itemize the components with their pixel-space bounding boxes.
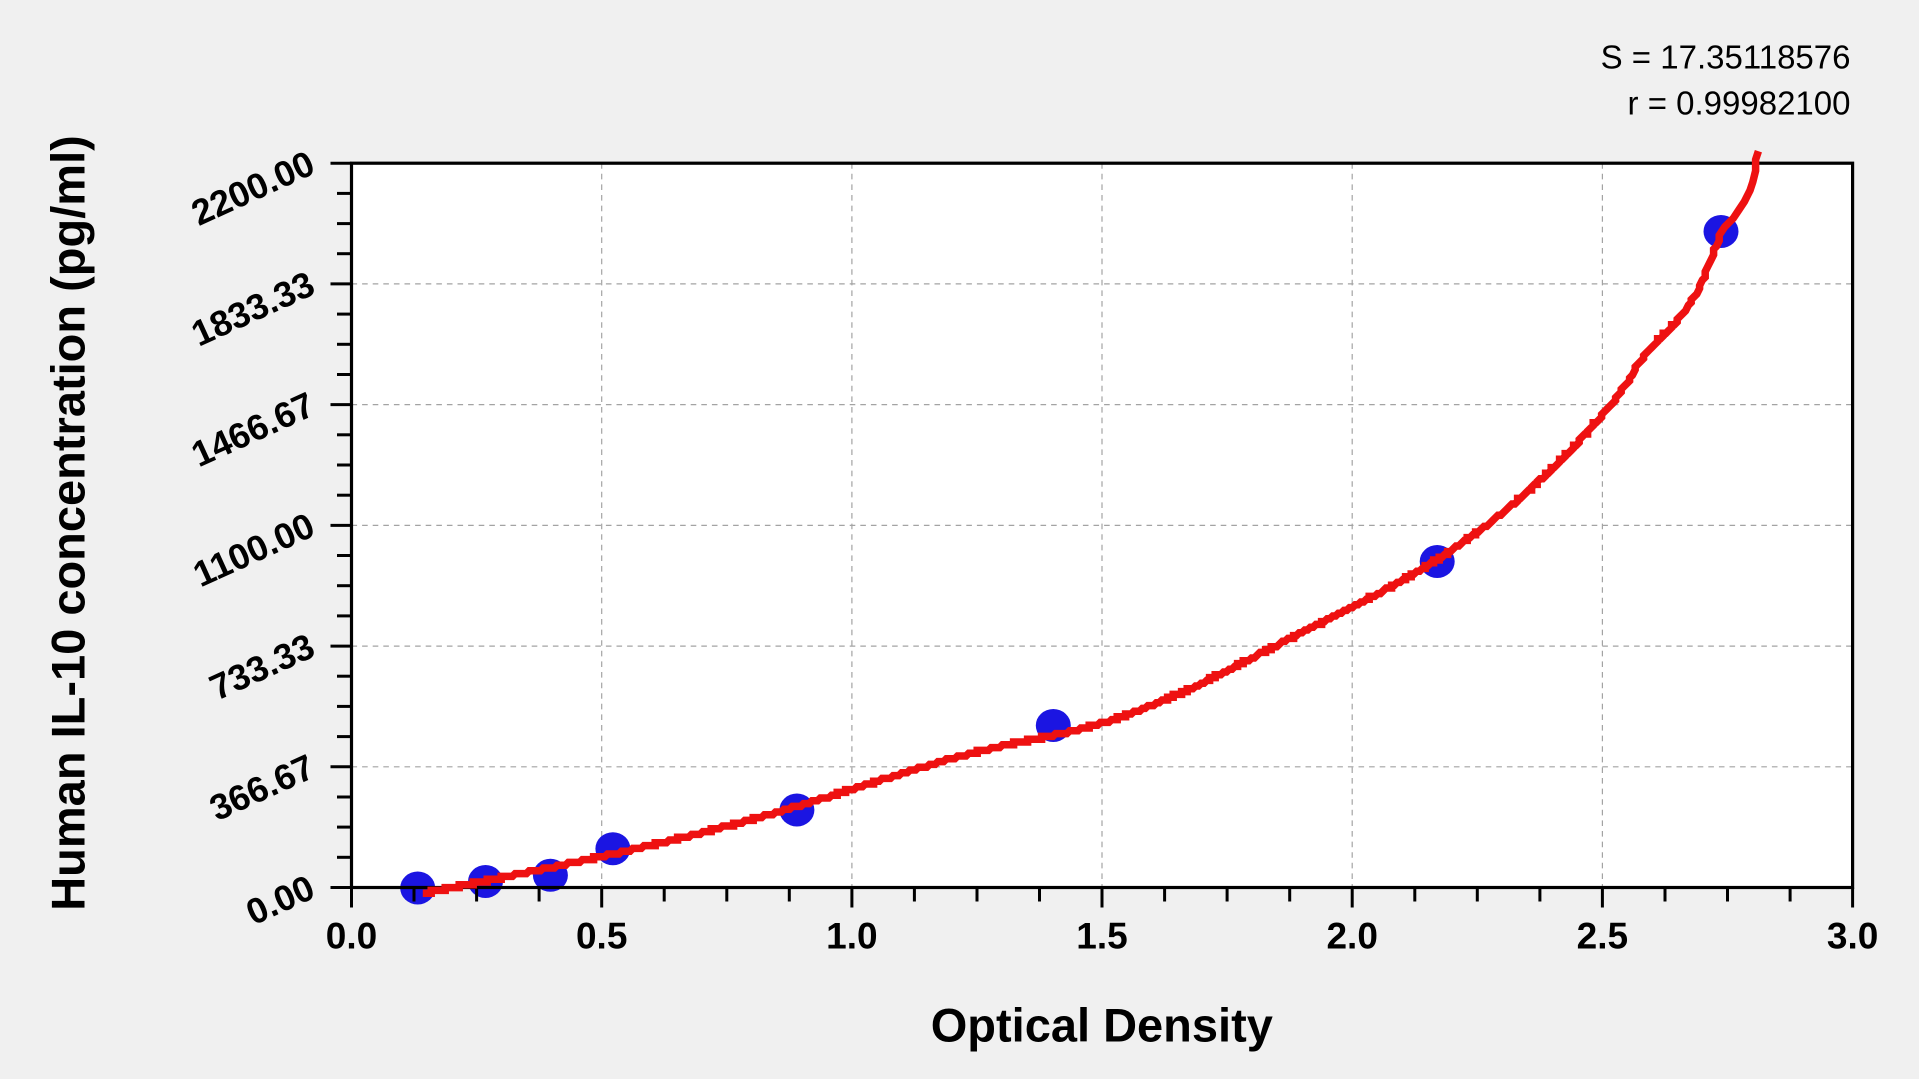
svg-text:Optical Density: Optical Density bbox=[931, 999, 1273, 1052]
svg-text:2.5: 2.5 bbox=[1577, 916, 1628, 957]
svg-text:2.0: 2.0 bbox=[1326, 916, 1377, 957]
svg-text:0.5: 0.5 bbox=[576, 916, 627, 957]
svg-text:1.0: 1.0 bbox=[826, 916, 877, 957]
svg-text:1.5: 1.5 bbox=[1076, 916, 1127, 957]
svg-text:S = 17.35118576: S = 17.35118576 bbox=[1601, 38, 1851, 75]
svg-text:Human IL-10 concentration (pg/: Human IL-10 concentration (pg/ml) bbox=[42, 135, 95, 911]
svg-text:0.0: 0.0 bbox=[326, 916, 377, 957]
svg-text:3.0: 3.0 bbox=[1827, 916, 1878, 957]
svg-text:r = 0.99982100: r = 0.99982100 bbox=[1628, 84, 1851, 121]
